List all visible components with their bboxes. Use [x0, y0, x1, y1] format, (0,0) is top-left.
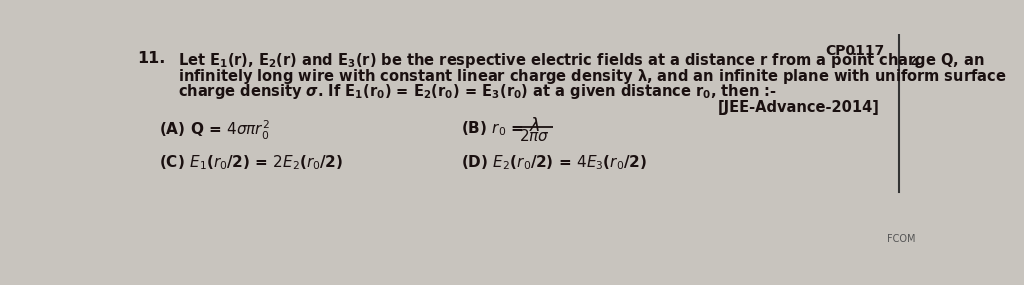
Text: Let $\mathbf{E_1}$(r), $\mathbf{E_2}$(r) and $\mathbf{E_3}$(r) be the respective: Let $\mathbf{E_1}$(r), $\mathbf{E_2}$(r)…	[178, 51, 985, 70]
Text: [JEE-Advance-2014]: [JEE-Advance-2014]	[718, 100, 880, 115]
Text: charge density $\boldsymbol{\sigma}$. If $\mathbf{E_1}$($\mathbf{r_0}$) = $\math: charge density $\boldsymbol{\sigma}$. If…	[178, 82, 777, 101]
Text: $2\pi\sigma$: $2\pi\sigma$	[519, 128, 550, 144]
Text: FCOM: FCOM	[888, 234, 916, 245]
Text: CP0117: CP0117	[825, 44, 885, 58]
Text: 11.: 11.	[137, 51, 166, 66]
Text: 4: 4	[910, 57, 920, 70]
Text: $\lambda$: $\lambda$	[529, 117, 541, 135]
Text: (D) $E_2$($r_0$/2) = $4E_3$($r_0$/2): (D) $E_2$($r_0$/2) = $4E_3$($r_0$/2)	[461, 154, 647, 172]
Text: (C) $E_1$($r_0$/2) = $2E_2$($r_0$/2): (C) $E_1$($r_0$/2) = $2E_2$($r_0$/2)	[159, 154, 343, 172]
Text: (A) Q = $4\sigma\pi r_0^2$: (A) Q = $4\sigma\pi r_0^2$	[159, 119, 269, 142]
Text: infinitely long wire with constant linear charge density $\boldsymbol{\lambda}$,: infinitely long wire with constant linea…	[178, 66, 1007, 86]
Text: (B) $r_0$ =: (B) $r_0$ =	[461, 119, 524, 138]
